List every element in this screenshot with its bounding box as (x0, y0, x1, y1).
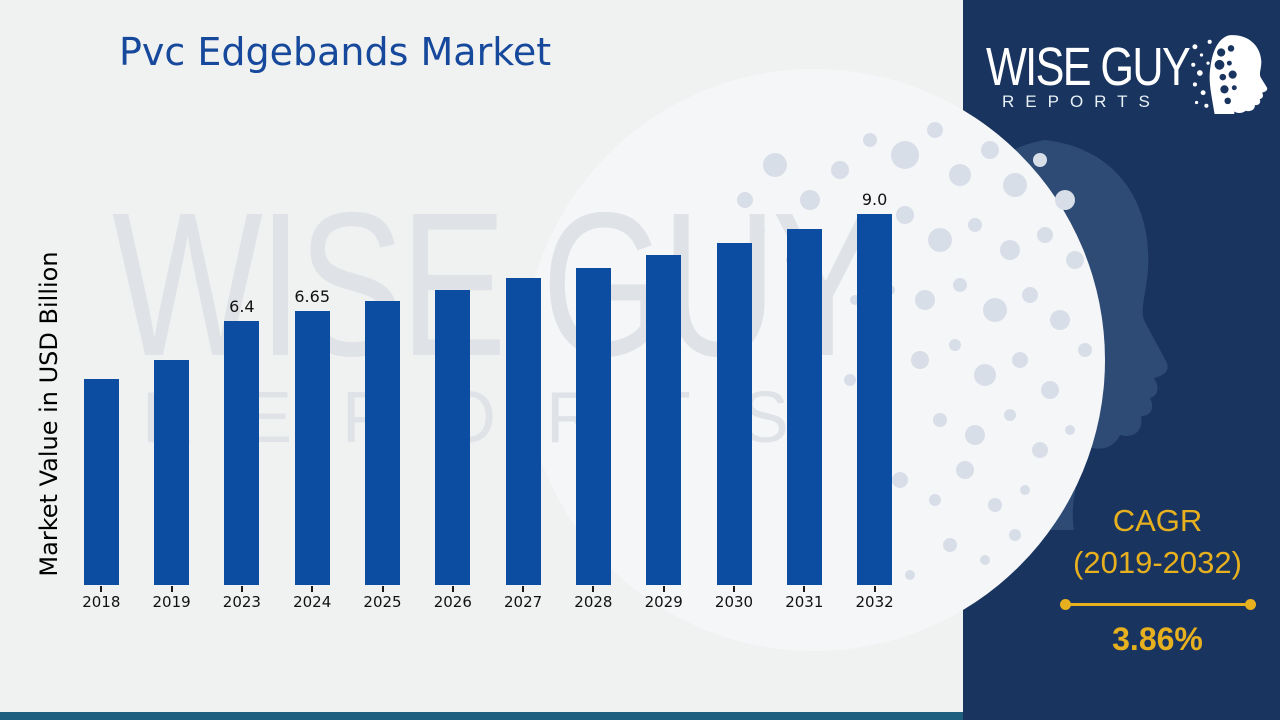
x-tick-label-2027: 2027 (504, 593, 543, 611)
cagr-divider-line (1059, 599, 1256, 610)
cagr-range: (2019-2032) (1073, 545, 1242, 580)
watermark-dot (974, 364, 996, 386)
x-tick-label-2029: 2029 (644, 593, 683, 611)
x-tick-label-2025: 2025 (363, 593, 402, 611)
y-axis-label: Market Value in USD Billion (35, 251, 63, 577)
bar-2027 (505, 278, 541, 585)
cagr-label: CAGR (1112, 503, 1203, 538)
watermark-dot (1037, 227, 1053, 243)
watermark-dot (1000, 240, 1020, 260)
watermark-dot (1055, 190, 1075, 210)
logo-face-icon (1191, 35, 1268, 114)
watermark-dot (1004, 409, 1016, 421)
watermark-dot (983, 298, 1007, 322)
x-axis-tick (381, 586, 384, 592)
bar-2026 (435, 290, 471, 585)
bar-2023 (224, 321, 260, 585)
x-axis-tick (873, 586, 876, 592)
cagr-block: CAGR (2019-2032) 3.86% (1045, 503, 1270, 658)
x-axis-tick (803, 586, 806, 592)
watermark-dot (933, 413, 947, 427)
x-tick-label-2032: 2032 (855, 593, 894, 611)
watermark-dot (1065, 425, 1075, 435)
watermark-dot (1012, 352, 1028, 368)
bar-2029 (646, 255, 682, 585)
watermark-dot (1041, 381, 1059, 399)
watermark-dot (755, 225, 765, 235)
bar-2025 (365, 301, 400, 585)
x-axis-tick (170, 586, 173, 592)
watermark-dot (1078, 343, 1092, 357)
x-tick-label-2031: 2031 (785, 593, 824, 611)
watermark-dot (980, 555, 990, 565)
watermark-dot (968, 218, 982, 232)
cagr-value: 3.86% (1112, 621, 1203, 657)
x-axis-tick (592, 586, 595, 592)
watermark-dot (1020, 485, 1030, 495)
watermark-dot (1009, 529, 1021, 541)
watermark-dot (928, 228, 952, 252)
watermark-dot (892, 472, 908, 488)
x-axis-tick (451, 586, 454, 592)
watermark-dot (943, 538, 957, 552)
watermark-dot (949, 339, 961, 351)
watermark-dot (1033, 153, 1047, 167)
bar-2032 (857, 214, 893, 585)
logo-brand-name: WISE GUY (986, 37, 1191, 97)
bar-2031 (786, 229, 822, 585)
x-tick-label-2026: 2026 (433, 593, 472, 611)
watermark-dot (988, 498, 1002, 512)
logo-brand-subtitle: REPORTS (1002, 92, 1161, 111)
bar-value-label-2024: 6.65 (294, 287, 330, 306)
x-axis-tick (662, 586, 665, 592)
x-tick-label-2024: 2024 (293, 593, 332, 611)
watermark-dot (911, 351, 929, 369)
bar-2019 (154, 360, 190, 585)
watermark-dot (800, 190, 820, 210)
watermark-dot (763, 153, 787, 177)
bar-2024 (294, 311, 330, 585)
watermark-dot (929, 494, 941, 506)
watermark-dot (965, 425, 985, 445)
watermark-dot (956, 461, 974, 479)
watermark-dot (1066, 251, 1084, 269)
watermark-dot (737, 192, 753, 208)
x-axis-tick (240, 586, 243, 592)
watermark-dot (953, 278, 967, 292)
watermark-dot (927, 122, 943, 138)
watermark-dot (905, 570, 915, 580)
watermark-dot (949, 164, 971, 186)
watermark-dot (1032, 442, 1048, 458)
watermark-dot (915, 290, 935, 310)
watermark-dot (844, 374, 856, 386)
watermark-dot (981, 141, 999, 159)
bar-2018 (83, 379, 119, 585)
watermark-dot (863, 133, 877, 147)
x-tick-label-2030: 2030 (714, 593, 754, 611)
watermark-dot (1022, 287, 1038, 303)
watermark-dot (1050, 310, 1070, 330)
x-tick-label-2019: 2019 (152, 593, 191, 611)
bar-value-label-2032: 9.0 (861, 190, 888, 209)
x-axis-tick (522, 586, 525, 592)
watermark-dot (1003, 173, 1027, 197)
chart-title: Pvc Edgebands Market (119, 30, 552, 74)
bar-2028 (575, 268, 611, 585)
x-tick-label-2023: 2023 (222, 593, 261, 611)
x-axis-tick (100, 586, 103, 592)
watermark-dot (896, 206, 914, 224)
x-tick-label-2028: 2028 (574, 593, 613, 611)
bottom-accent-strip (0, 712, 963, 720)
x-axis-tick (733, 586, 735, 592)
watermark-dot (831, 161, 849, 179)
bar-2030 (716, 243, 752, 585)
x-axis-tick (311, 586, 314, 592)
watermark-dot (891, 141, 919, 169)
bar-value-label-2023: 6.4 (229, 297, 255, 316)
x-tick-label-2018: 2018 (82, 593, 121, 611)
